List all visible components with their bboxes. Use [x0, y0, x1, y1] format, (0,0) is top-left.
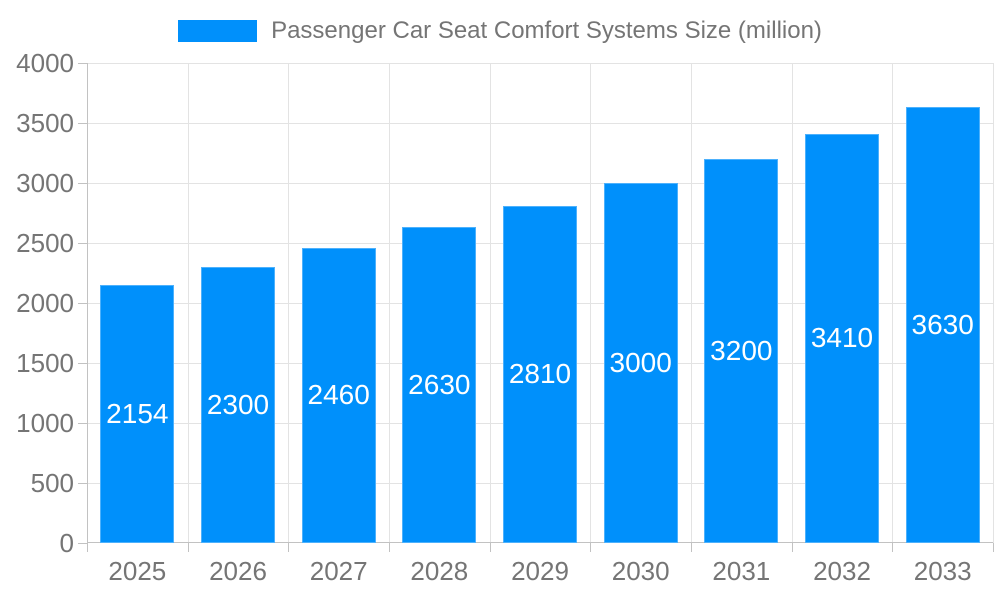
bar[interactable]	[905, 107, 980, 543]
y-tick-mark	[78, 543, 87, 544]
x-tick-mark	[791, 543, 793, 552]
bar-value-label: 3000	[609, 347, 672, 378]
x-grid-line	[288, 63, 290, 543]
y-tick-mark	[78, 63, 87, 64]
y-tick-label: 0	[59, 528, 74, 558]
bar[interactable]	[301, 247, 376, 543]
bar[interactable]	[805, 133, 879, 543]
y-tick-mark	[78, 483, 87, 484]
x-grid-line	[187, 63, 189, 543]
x-tick-label: 2030	[611, 556, 670, 586]
y-tick-label: 4000	[16, 48, 74, 78]
x-tick-mark	[389, 543, 390, 552]
bar-value-label: 3410	[810, 322, 874, 354]
x-tick-mark	[489, 543, 491, 552]
y-grid-line	[87, 183, 993, 184]
bar-value-label: 2810	[508, 358, 572, 390]
x-tick-label: 2031	[712, 556, 771, 586]
bar[interactable]	[704, 159, 779, 543]
x-tick-label: 2028	[410, 556, 469, 586]
y-tick-label: 500	[30, 468, 74, 498]
x-tick-mark	[187, 543, 189, 552]
bar-value-label: 2154	[106, 397, 169, 429]
x-grid-line	[489, 63, 491, 543]
bar-value-label: 2460	[307, 379, 370, 411]
bar[interactable]	[503, 205, 577, 543]
x-tick-label: 2029	[511, 556, 569, 586]
y-tick-mark	[78, 303, 87, 304]
plot-area: 0 500 1000 1500 2000 2500 3000 3500 4000 2154 2025…	[16, 48, 994, 586]
x-tick-mark	[691, 543, 692, 552]
bar-value-label: 2300	[206, 389, 270, 420]
y-tick-label: 3000	[16, 168, 74, 198]
y-tick-mark	[78, 183, 87, 184]
x-tick-label: 2032	[813, 556, 871, 586]
bar[interactable]	[100, 284, 175, 543]
legend-item[interactable]: Passenger Car Seat Comfort Systems Size …	[178, 17, 822, 45]
legend: Passenger Car Seat Comfort Systems Size …	[0, 17, 1000, 45]
x-tick-mark	[87, 543, 88, 552]
y-tick-mark	[78, 363, 87, 364]
y-tick-label: 3500	[16, 108, 74, 138]
x-tick-label: 2026	[209, 556, 267, 586]
x-grid-line	[892, 63, 894, 543]
y-axis-line	[87, 63, 88, 543]
x-tick-mark	[288, 543, 290, 552]
legend-series-label: Passenger Car Seat Comfort Systems Size …	[271, 17, 822, 44]
y-tick-mark	[78, 123, 87, 124]
y-tick-mark	[78, 243, 87, 244]
x-grid-line	[993, 63, 994, 543]
bar-value-label: 2630	[408, 369, 471, 401]
x-grid-line	[691, 63, 692, 543]
y-tick-label: 1000	[16, 408, 74, 438]
y-tick-label: 2500	[16, 228, 74, 258]
x-tick-mark	[590, 543, 592, 552]
bar[interactable]	[603, 183, 678, 543]
y-tick-label: 2000	[16, 288, 74, 318]
y-tick-mark	[78, 423, 87, 424]
x-tick-label: 2025	[108, 556, 167, 586]
x-grid-line	[791, 63, 793, 543]
x-tick-label: 2027	[309, 556, 368, 586]
y-grid-line	[87, 63, 993, 64]
y-tick-label: 1500	[16, 348, 74, 378]
x-grid-line	[389, 63, 390, 543]
legend-swatch-icon	[178, 20, 258, 42]
bar-value-label: 3200	[710, 335, 773, 366]
bar-value-label: 3630	[911, 309, 974, 341]
bar[interactable]	[402, 227, 477, 543]
x-tick-label: 2033	[913, 556, 972, 586]
x-tick-mark	[993, 543, 994, 552]
x-grid-line	[590, 63, 592, 543]
x-tick-mark	[892, 543, 894, 552]
bar[interactable]	[201, 267, 275, 543]
y-grid-line	[87, 123, 993, 124]
